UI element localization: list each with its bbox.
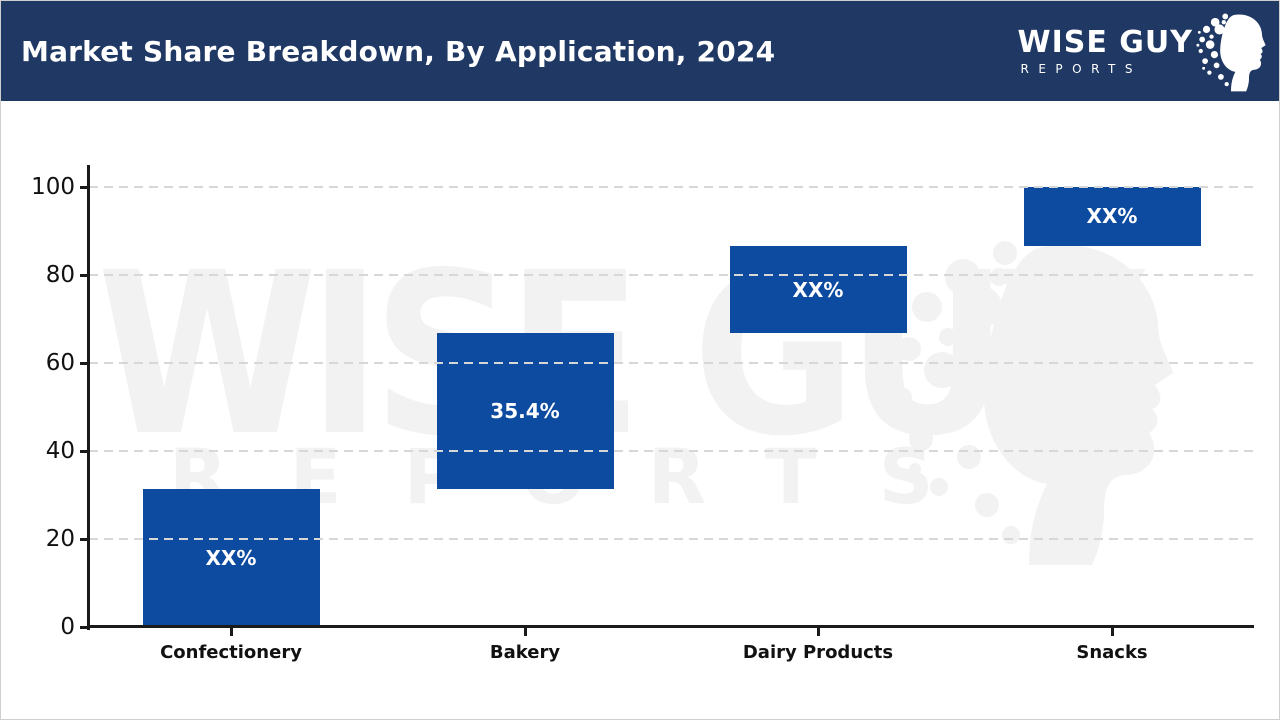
x-category-label: Confectionery [160,642,302,663]
brand-logo-text: WISE GUY REPORTS [1017,24,1193,76]
x-category-label: Bakery [489,642,561,663]
brand-logo: WISE GUY REPORTS [1017,9,1267,93]
y-axis-tick [80,186,88,189]
x-axis-tick [1111,628,1114,636]
dotted-head-icon [1196,13,1266,92]
y-axis-tick [80,274,88,277]
x-category-label: Dairy Products [742,642,894,663]
gridline [89,450,1254,452]
bar-segment: XX% [1023,187,1201,246]
brand-wordmark: WISE GUY [1017,24,1193,60]
x-category-label: Snacks [1076,642,1148,663]
y-axis-tick [80,538,88,541]
bar-value-label: XX% [792,277,844,302]
y-tick-label: 100 [31,174,75,200]
x-axis-line [87,625,1254,628]
bar-value-label: XX% [1086,204,1138,229]
y-tick-label: 20 [45,526,75,552]
gridline [89,274,1254,276]
bar-value-label: 35.4% [490,398,560,423]
y-tick-label: 0 [60,614,75,640]
y-tick-label: 60 [45,350,75,376]
gridline [89,362,1254,364]
x-axis-tick [817,628,820,636]
gridline [89,186,1254,188]
bar-segment: 35.4% [436,333,614,489]
x-axis-tick [524,628,527,636]
gridline [89,538,1254,540]
x-axis-tick [230,628,233,636]
bar-segment: XX% [142,488,320,627]
bar-value-label: XX% [205,545,257,570]
y-axis-tick [80,450,88,453]
y-tick-label: 40 [45,438,75,464]
y-axis-tick [80,362,88,365]
header-bar: Market Share Breakdown, By Application, … [1,1,1279,101]
bar-segment: XX% [729,245,907,334]
page-title: Market Share Breakdown, By Application, … [21,34,776,68]
chart-area: 0 20 40 60 80 100 XX% Confectionery 35.4% Bakery X… [1,101,1279,719]
y-axis-line [87,165,90,630]
brand-subtext: REPORTS [1020,61,1142,76]
y-axis-tick [80,626,88,629]
y-tick-label: 80 [45,262,75,288]
